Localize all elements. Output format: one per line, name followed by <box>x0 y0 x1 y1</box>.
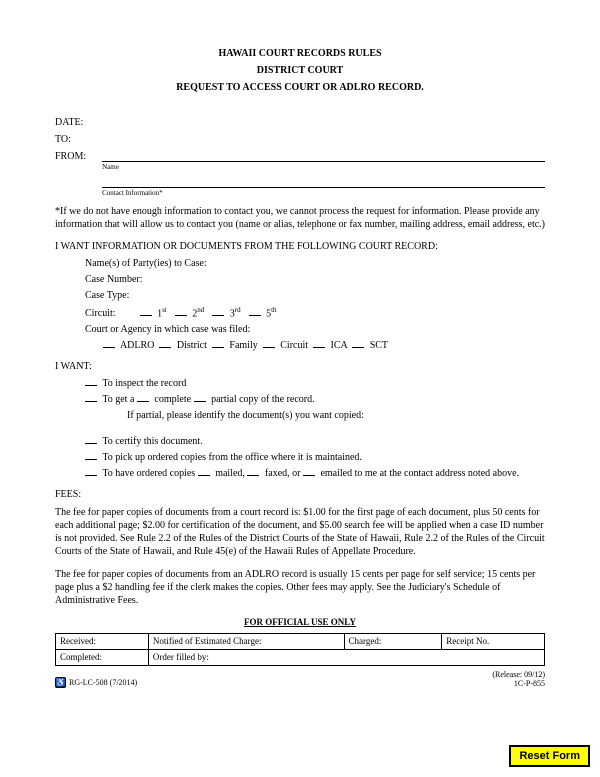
circuit-5-sup: th <box>271 306 276 314</box>
office-table: Received: Notified of Estimated Charge: … <box>55 633 545 666</box>
agency-circuit: Circuit <box>280 340 308 351</box>
partial-note: If partial, please identify the document… <box>127 410 545 421</box>
from-block: FROM: Name Contact Information* <box>55 151 545 203</box>
office-title: FOR OFFICIAL USE ONLY <box>55 617 545 627</box>
want-heading: I WANT: <box>55 361 545 372</box>
checkbox-district[interactable] <box>159 340 171 348</box>
want-get-row: To get a complete partial copy of the re… <box>85 394 545 405</box>
office-charged: Charged: <box>344 634 442 650</box>
checkbox-circuit-2[interactable] <box>175 308 187 316</box>
parties-label: Name(s) of Party(ies) to Case: <box>85 258 545 269</box>
agency-options: ADLRO District Family Circuit ICA SCT <box>103 340 545 351</box>
want-partial-label: partial copy of the record. <box>211 394 315 405</box>
header-line-3: REQUEST TO ACCESS COURT OR ADLRO RECORD. <box>55 82 545 93</box>
want-faxed-label: faxed, or <box>265 468 301 479</box>
name-input-line[interactable] <box>102 151 545 162</box>
checkbox-sct[interactable] <box>352 340 364 348</box>
checkbox-inspect[interactable] <box>85 378 97 386</box>
checkbox-faxed[interactable] <box>247 468 259 476</box>
to-row: TO: <box>55 134 545 145</box>
circuit-row: Circuit: 1st 2nd 3rd 5th <box>85 306 545 319</box>
circuit-3-sup: rd <box>235 306 241 314</box>
want-get-label: To get a <box>102 394 134 405</box>
checkbox-pickup[interactable] <box>85 452 97 460</box>
checkbox-circuit-5[interactable] <box>249 308 261 316</box>
agency-ica: ICA <box>331 340 348 351</box>
fees-para2: The fee for paper copies of documents fr… <box>55 568 545 607</box>
fees-heading: FEES: <box>55 489 545 500</box>
checkbox-circuit-1[interactable] <box>140 308 152 316</box>
checkbox-partial[interactable] <box>194 394 206 402</box>
fees-para1: The fee for paper copies of documents fr… <box>55 506 545 558</box>
office-receipt: Receipt No. <box>442 634 545 650</box>
circuit-label: Circuit: <box>85 308 116 319</box>
header-title: HAWAII COURT RECORDS RULES DISTRICT COUR… <box>55 48 545 93</box>
checkbox-family[interactable] <box>212 340 224 348</box>
checkbox-adlro[interactable] <box>103 340 115 348</box>
want-emailed-label: emailed to me at the contact address not… <box>320 468 519 479</box>
contact-note: *If we do not have enough information to… <box>55 205 545 231</box>
header-line-2: DISTRICT COURT <box>55 65 545 76</box>
date-label: DATE: <box>55 117 83 128</box>
from-label: FROM: <box>55 151 86 162</box>
agency-sct: SCT <box>370 340 388 351</box>
reset-form-button[interactable]: Reset Form <box>509 745 590 767</box>
want-complete-label: complete <box>154 394 191 405</box>
form-id: RG-LC-508 (7/2014) <box>69 678 137 687</box>
want-have-ordered-label: To have ordered copies <box>102 468 195 479</box>
want-pickup-row: To pick up ordered copies from the offic… <box>85 452 545 463</box>
case-type-label: Case Type: <box>85 290 545 301</box>
page-container: HAWAII COURT RECORDS RULES DISTRICT COUR… <box>0 0 600 718</box>
checkbox-get[interactable] <box>85 394 97 402</box>
agency-label: Court or Agency in which case was filed: <box>85 324 545 335</box>
want-inspect-row: To inspect the record <box>85 378 545 389</box>
office-completed: Completed: <box>56 650 149 666</box>
checkbox-emailed[interactable] <box>303 468 315 476</box>
contact-sublabel: Contact Information* <box>102 189 545 197</box>
circuit-1-sup: st <box>162 306 167 314</box>
want-delivery-row: To have ordered copies mailed, faxed, or… <box>85 468 545 479</box>
circuit-2-sup: nd <box>197 306 204 314</box>
office-notified: Notified of Estimated Charge: <box>148 634 344 650</box>
contact-input-line[interactable] <box>102 177 545 188</box>
case-number-label: Case Number: <box>85 274 545 285</box>
section-info-heading: I WANT INFORMATION OR DOCUMENTS FROM THE… <box>55 241 545 252</box>
checkbox-certify[interactable] <box>85 436 97 444</box>
footer: ♿RG-LC-508 (7/2014) (Release: 09/12) 1C-… <box>55 670 545 688</box>
want-pickup-label: To pick up ordered copies from the offic… <box>102 452 362 463</box>
office-received: Received: <box>56 634 149 650</box>
want-certify-row: To certify this document. <box>85 436 545 447</box>
checkbox-have-ordered[interactable] <box>85 468 97 476</box>
release-text: (Release: 09/12) <box>492 670 545 679</box>
agency-district: District <box>177 340 207 351</box>
date-row: DATE: <box>55 117 545 128</box>
checkbox-circuit-3[interactable] <box>212 308 224 316</box>
checkbox-ica[interactable] <box>313 340 325 348</box>
to-label: TO: <box>55 134 71 145</box>
want-mailed-label: mailed, <box>215 468 245 479</box>
checkbox-mailed[interactable] <box>198 468 210 476</box>
checkbox-circuit-agency[interactable] <box>263 340 275 348</box>
agency-family: Family <box>229 340 257 351</box>
header-line-1: HAWAII COURT RECORDS RULES <box>55 48 545 59</box>
name-sublabel: Name <box>102 163 545 171</box>
office-filled: Order filled by: <box>148 650 544 666</box>
want-inspect-label: To inspect the record <box>102 378 186 389</box>
want-certify-label: To certify this document. <box>102 436 202 447</box>
checkbox-complete[interactable] <box>137 394 149 402</box>
agency-adlro: ADLRO <box>120 340 154 351</box>
code-text: 1C-P-855 <box>492 679 545 688</box>
accessibility-icon: ♿ <box>55 677 66 688</box>
